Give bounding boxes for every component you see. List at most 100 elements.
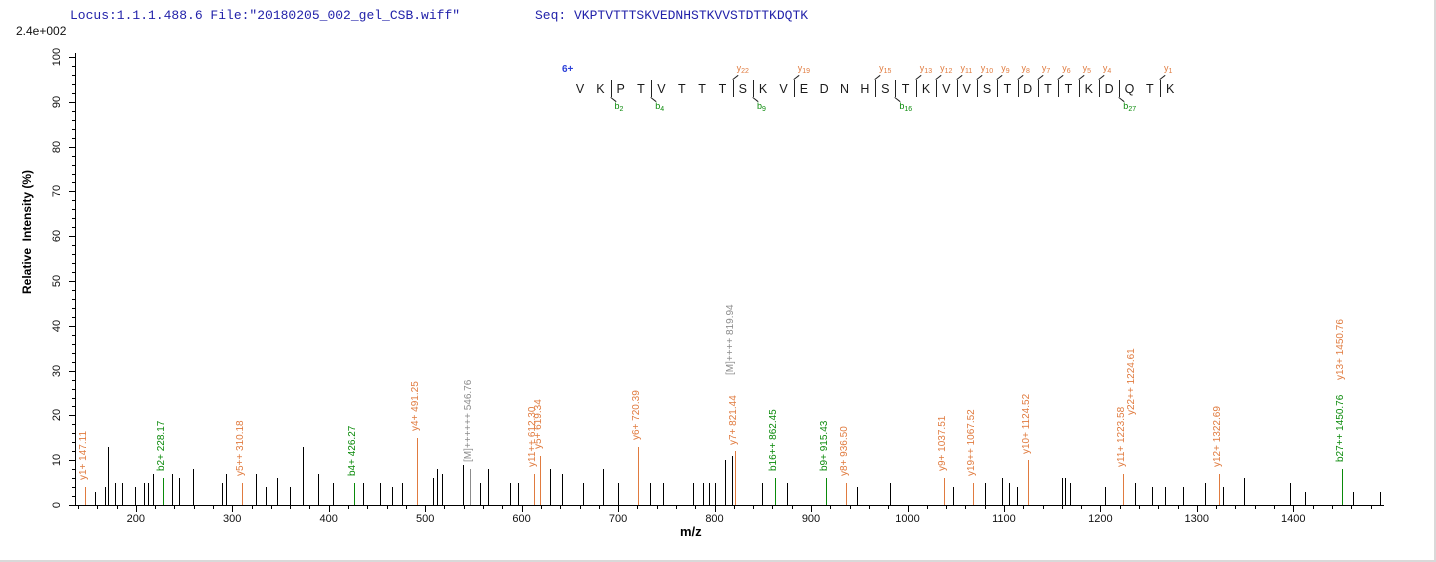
sequence-residue: T [1145,82,1154,96]
cleavage-mark [1037,80,1039,97]
y-cleavage-diagonal [874,74,881,80]
x-tick-label: 700 [608,513,628,525]
x-tick-label: 400 [319,513,338,525]
y-axis-line [75,53,76,506]
spectrum-peak [143,482,145,505]
y-ion-tag: y12 [940,63,953,75]
y-tick-label: 60 [51,230,63,243]
spectrum-peak [517,482,519,505]
x-minor-tick [367,506,369,509]
sequence-residue: T [1003,82,1012,96]
peak-label-y5++: y5++ 310.18 [235,420,246,476]
y-major-tick [69,236,75,238]
y-minor-tick [72,92,75,94]
spectrum-peak [226,473,228,505]
y-cleavage-diagonal [1077,74,1085,80]
spectrum-peak [134,487,136,505]
y-major-tick [69,415,75,417]
spectrum-peak [318,473,320,505]
x-major-tick [521,506,523,512]
y-cleavage-diagonal [935,74,942,80]
x-tick-label: 500 [416,513,435,525]
sequence-residue: K [921,82,931,96]
peak-label-y22++: y22++ 1224.61 [1126,348,1138,416]
y-major-tick [69,460,75,462]
x-minor-tick [309,506,311,509]
y-minor-tick [72,164,75,166]
cleavage-mark [976,80,978,97]
sequence-residue: V [779,82,788,96]
sequence-residue: D [819,82,829,96]
x-tick-label: 800 [705,513,724,525]
peak-label-y10+: y10+ 1124.52 [1020,393,1032,454]
x-tick-label: 1400 [1281,513,1306,525]
spectrum-peak [618,482,620,505]
cleavage-mark [793,80,795,97]
y-cleavage-diagonal [976,74,983,80]
x-minor-tick [1158,506,1160,509]
x-minor-tick [193,506,195,509]
x-minor-tick [579,506,581,509]
sequence-residue: T [1064,82,1073,96]
assigned-peak-y11+ [1123,473,1125,505]
assigned-peak-y6+ [637,446,639,505]
cleavage-mark [1017,80,1019,97]
peak-label-y8+: y8+ 936.50 [839,426,851,476]
x-minor-tick [1254,506,1256,509]
x-axis-title: m/z [680,524,702,539]
y-minor-tick [72,254,75,256]
spectrum-peak [362,482,364,505]
y-major-tick [69,505,75,506]
y-ion-tag: y7 [1041,63,1051,75]
x-minor-tick [888,506,890,509]
y-tick-label: 0 [51,501,63,509]
cleavage-mark [1098,80,1100,97]
y-ion-tag: y22 [736,63,749,75]
x-minor-tick [637,506,639,509]
x-minor-tick [849,506,851,509]
assigned-peak-[M]++++++ [470,469,472,505]
x-tick-label: 300 [223,513,242,525]
spectrum-peak [1353,491,1355,505]
x-minor-tick [695,506,697,509]
peak-label-b2+: b2+ 228.17 [155,421,167,472]
x-minor-tick [1370,506,1372,509]
sequence-residue: T [637,82,645,96]
spectrum-peak [480,482,482,505]
spectrum-peak [562,473,564,505]
spectrum-peak [104,487,106,505]
x-minor-tick [386,506,388,509]
spectrum-peak [95,491,97,505]
x-minor-tick [675,506,677,509]
spectrum-peak [1105,487,1107,505]
cleavage-mark [956,80,958,97]
precursor-charge-label: 6+ [562,64,574,75]
peak-label-y19++: y19++ 1067.52 [965,409,977,476]
spectrum-peak [583,482,585,505]
assigned-peak-b9+ [825,478,827,505]
spectrum-peak [1183,487,1185,505]
assigned-peak-y7+ [735,451,737,505]
x-minor-tick [270,506,272,509]
spectrum-peak [153,473,155,505]
y-ion-tag: y8 [1021,63,1030,75]
cleavage-mark [610,80,612,97]
spectrum-peak [952,487,954,505]
cleavage-mark [895,80,897,97]
x-minor-tick [405,506,407,509]
spectrum-peak [266,487,267,505]
x-minor-tick [1061,506,1063,509]
y-tick-label: 10 [51,454,63,467]
y-minor-tick [72,218,75,220]
spectrum-peak [172,473,174,505]
spectrum-peak [649,482,651,505]
y-cleavage-diagonal [1098,74,1105,80]
spectrum-peak [1222,487,1224,505]
x-minor-tick [1177,506,1179,509]
peak-label-y4+: y4+ 491.25 [409,381,421,432]
y-major-tick [69,101,75,103]
spectrum-peak [1064,478,1066,505]
y-ion-tag: y6 [1062,63,1071,75]
x-minor-tick [1119,506,1121,509]
